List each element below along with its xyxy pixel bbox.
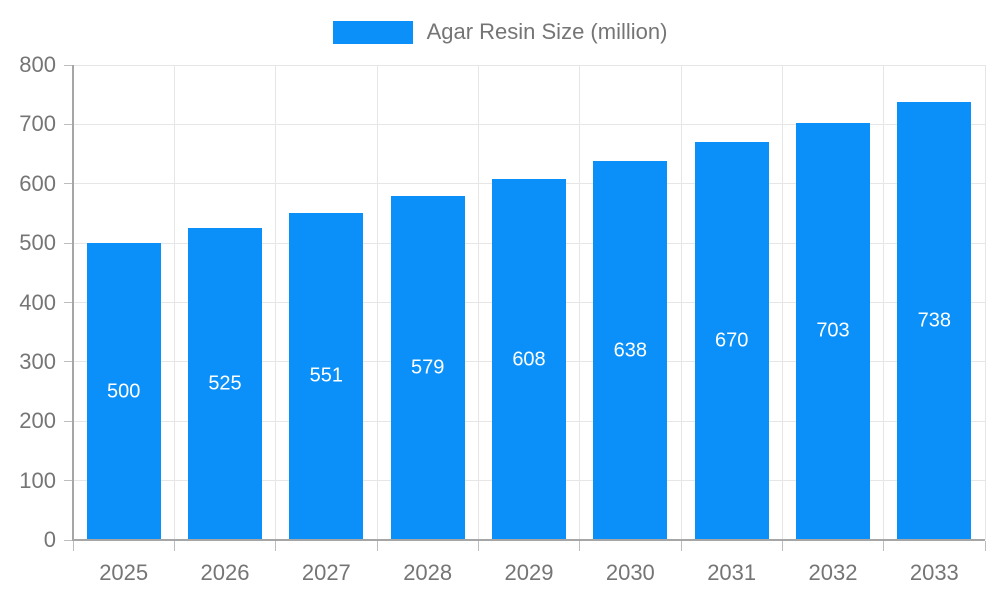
y-axis-tick xyxy=(64,123,73,125)
bar-value-label: 500 xyxy=(106,380,141,403)
x-tick-label: 2025 xyxy=(99,560,149,585)
y-axis-labels: 0 100 200 300 400 500 600 700 800 xyxy=(0,52,56,552)
x-axis-tick xyxy=(984,541,986,551)
y-tick-label: 100 xyxy=(19,467,56,493)
v-gridline xyxy=(984,65,986,540)
x-axis-tick xyxy=(883,541,885,551)
x-axis-tick xyxy=(680,541,682,551)
bar-value-label: 738 xyxy=(917,309,952,332)
x-tick-label: 2027 xyxy=(301,560,351,585)
v-gridline xyxy=(275,65,277,540)
legend-label: Agar Resin Size (million) xyxy=(426,19,668,44)
v-gridline xyxy=(579,65,581,540)
y-tick-label: 700 xyxy=(19,111,56,137)
bar: 738 xyxy=(897,101,972,540)
y-axis-tick xyxy=(64,302,73,303)
bar-value-label: 670 xyxy=(714,329,749,352)
y-axis-tick xyxy=(64,242,73,244)
legend[interactable]: Agar Resin Size (million) xyxy=(0,19,1000,45)
x-axis-tick xyxy=(173,541,175,551)
x-tick-label: 2031 xyxy=(707,560,757,585)
bar: 579 xyxy=(390,196,465,540)
x-tick-label: 2033 xyxy=(909,560,959,585)
v-gridline xyxy=(173,65,175,540)
bar: 551 xyxy=(289,212,364,540)
y-axis-line xyxy=(72,65,74,540)
x-axis-tick xyxy=(72,541,74,551)
x-axis-tick xyxy=(781,541,783,551)
legend-swatch xyxy=(332,20,413,44)
y-axis-tick xyxy=(64,539,73,541)
y-tick-label: 600 xyxy=(19,170,56,196)
v-gridline xyxy=(680,65,682,540)
bar-value-label: 579 xyxy=(410,356,445,379)
x-axis-tick xyxy=(275,541,277,551)
y-tick-label: 200 xyxy=(19,408,56,434)
bar: 638 xyxy=(593,161,668,540)
bar: 500 xyxy=(86,243,161,540)
h-gridline xyxy=(73,123,985,125)
bar: 703 xyxy=(796,122,870,540)
y-tick-label: 400 xyxy=(19,289,56,315)
v-gridline xyxy=(376,65,378,540)
bar-value-label: 703 xyxy=(816,319,850,342)
h-gridline xyxy=(73,64,985,66)
x-axis-tick xyxy=(376,541,378,551)
bar-value-label: 525 xyxy=(208,372,242,395)
y-axis-tick xyxy=(64,64,73,66)
bar-value-label: 608 xyxy=(512,348,546,370)
y-axis-tick xyxy=(64,480,73,482)
y-axis-tick xyxy=(64,420,73,422)
v-gridline xyxy=(883,65,885,540)
y-tick-label: 500 xyxy=(19,230,56,256)
x-tick-label: 2029 xyxy=(504,560,554,585)
v-gridline xyxy=(781,65,783,540)
y-tick-label: 0 xyxy=(43,527,56,552)
x-axis-tick xyxy=(579,541,581,551)
x-tick-label: 2028 xyxy=(403,560,453,585)
bar: 670 xyxy=(694,142,769,540)
y-axis-tick xyxy=(64,183,73,185)
y-tick-label: 800 xyxy=(19,52,56,77)
bar: 525 xyxy=(188,228,262,540)
v-gridline xyxy=(477,65,479,540)
x-axis-line xyxy=(72,539,985,541)
x-tick-label: 2026 xyxy=(200,560,250,585)
x-tick-label: 2032 xyxy=(808,560,858,585)
bar: 608 xyxy=(492,179,566,540)
y-tick-label: 300 xyxy=(19,348,56,374)
bar-value-label: 551 xyxy=(309,364,344,387)
x-tick-label: 2030 xyxy=(605,560,655,585)
x-axis-tick xyxy=(477,541,479,551)
plot-area: 500 2025 525 2026 551 2027 579 2028 608 2029 638 20… xyxy=(64,64,986,585)
bar-value-label: 638 xyxy=(613,339,648,362)
y-axis-tick xyxy=(64,361,73,363)
